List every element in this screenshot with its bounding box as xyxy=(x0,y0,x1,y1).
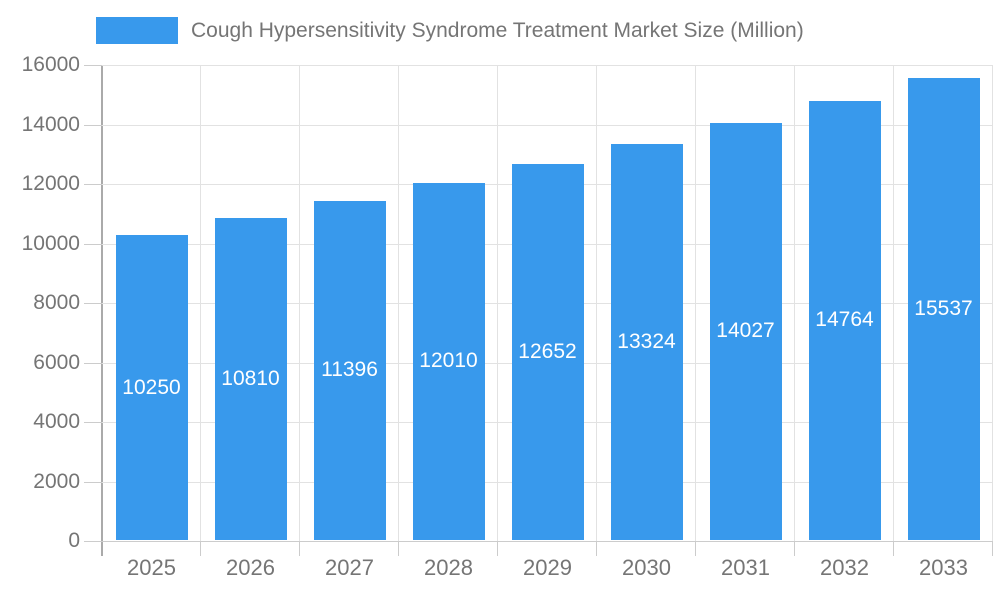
x-tick xyxy=(893,541,894,556)
y-tick-label: 16000 xyxy=(21,53,80,76)
y-tick xyxy=(84,303,102,304)
bar: 11396 xyxy=(313,200,386,540)
y-tick-label: 12000 xyxy=(21,172,80,195)
plot-area: 10250 10810 11396 12010 12652 13324 14027 14764… xyxy=(84,65,993,556)
x-tick xyxy=(794,541,795,556)
x-tick xyxy=(497,541,498,556)
bar: 13324 xyxy=(610,143,683,540)
y-tick xyxy=(84,481,102,483)
bar-value-label: 10250 xyxy=(122,375,181,399)
x-tick xyxy=(992,541,993,556)
v-gridline xyxy=(299,65,300,541)
legend-label: Cough Hypersensitivity Syndrome Treatmen… xyxy=(191,18,804,42)
x-tick-label: 2031 xyxy=(721,555,770,580)
x-tick-label: 2028 xyxy=(424,555,473,580)
legend-swatch xyxy=(96,17,178,44)
bar: 10810 xyxy=(214,218,287,540)
v-gridline xyxy=(497,65,498,541)
bar-value-label: 13324 xyxy=(617,329,676,353)
bar-value-label: 12010 xyxy=(419,349,478,373)
y-tick xyxy=(84,184,102,185)
x-tick-label: 2033 xyxy=(919,555,968,580)
x-tick xyxy=(596,541,597,556)
v-gridline xyxy=(398,65,399,541)
bar: 14764 xyxy=(808,100,881,540)
bar-value-label: 11396 xyxy=(321,358,378,382)
h-gridline xyxy=(102,124,993,126)
v-gridline xyxy=(596,65,597,541)
y-tick xyxy=(84,541,102,542)
y-tick-label: 4000 xyxy=(33,410,80,433)
y-tick xyxy=(84,243,102,245)
y-axis-labels: 0 2000 4000 6000 8000 10000 12000 14000 16000 xyxy=(0,54,80,552)
y-tick-label: 10000 xyxy=(21,231,80,255)
bar-value-label: 10810 xyxy=(221,367,280,391)
x-tick-label: 2032 xyxy=(820,555,869,580)
y-tick-label: 14000 xyxy=(21,112,80,136)
y-axis-line xyxy=(101,65,103,556)
legend: Cough Hypersensitivity Syndrome Treatmen… xyxy=(96,17,804,44)
y-tick xyxy=(84,124,102,126)
x-tick xyxy=(398,541,399,556)
bar: 10250 xyxy=(115,235,188,540)
y-tick xyxy=(84,65,102,66)
bar-value-label: 15537 xyxy=(914,296,973,320)
x-tick-label: 2030 xyxy=(622,555,671,580)
bar: 14027 xyxy=(709,122,782,540)
bar: 15537 xyxy=(907,77,980,540)
bar-value-label: 14027 xyxy=(716,319,775,343)
v-gridline xyxy=(893,65,894,541)
bar-value-label: 12652 xyxy=(518,339,577,363)
x-axis-line xyxy=(84,541,993,542)
y-tick xyxy=(84,362,102,364)
v-gridline xyxy=(200,65,201,541)
y-tick xyxy=(84,422,102,423)
bar-value-label: 14764 xyxy=(815,308,874,332)
x-tick xyxy=(695,541,696,556)
y-tick-label: 2000 xyxy=(33,469,80,493)
x-tick xyxy=(299,541,300,556)
y-tick-label: 0 xyxy=(68,529,80,552)
y-tick-label: 8000 xyxy=(33,291,80,314)
x-tick-label: 2025 xyxy=(127,555,176,580)
x-tick-label: 2026 xyxy=(226,555,275,580)
h-gridline xyxy=(102,65,993,66)
x-tick-label: 2029 xyxy=(523,555,572,580)
bar: 12652 xyxy=(511,163,584,540)
y-tick-label: 6000 xyxy=(33,350,80,374)
v-gridline xyxy=(794,65,795,541)
x-axis-labels: 2025 2026 2027 2028 2029 2030 2031 2032 2033 xyxy=(102,555,993,585)
x-tick-label: 2027 xyxy=(325,555,374,580)
bar: 12010 xyxy=(412,182,485,540)
v-gridline xyxy=(695,65,696,541)
x-tick xyxy=(200,541,201,556)
v-gridline xyxy=(992,65,993,541)
